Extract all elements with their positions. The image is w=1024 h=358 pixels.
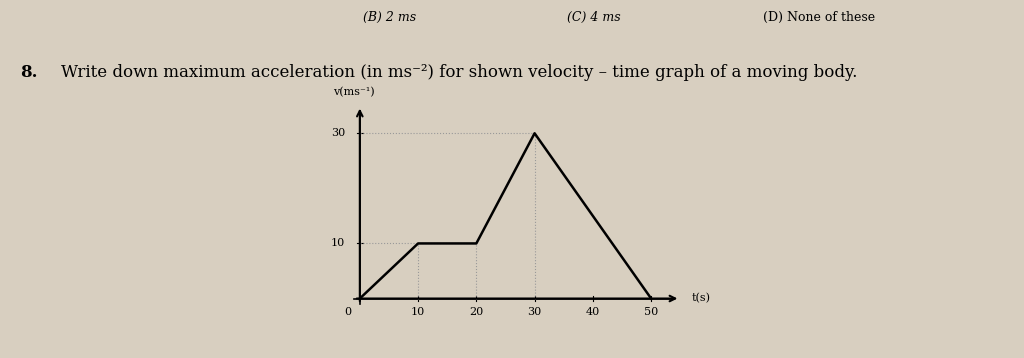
Text: 30: 30 <box>331 128 345 138</box>
Text: Write down maximum acceleration (in ms⁻²) for shown velocity – time graph of a m: Write down maximum acceleration (in ms⁻²… <box>61 64 858 81</box>
Text: (C) 4 ms: (C) 4 ms <box>567 11 621 24</box>
Text: 30: 30 <box>527 307 542 317</box>
Text: t(s): t(s) <box>692 293 711 304</box>
Text: 10: 10 <box>411 307 425 317</box>
Text: 40: 40 <box>586 307 600 317</box>
Text: v(ms⁻¹): v(ms⁻¹) <box>333 87 375 97</box>
Text: 0: 0 <box>345 307 351 317</box>
Text: (B) 2 ms: (B) 2 ms <box>362 11 416 24</box>
Text: 20: 20 <box>469 307 483 317</box>
Text: 10: 10 <box>331 238 345 248</box>
Text: 8.: 8. <box>20 64 38 81</box>
Text: 50: 50 <box>644 307 658 317</box>
Text: (D) None of these: (D) None of these <box>763 11 876 24</box>
